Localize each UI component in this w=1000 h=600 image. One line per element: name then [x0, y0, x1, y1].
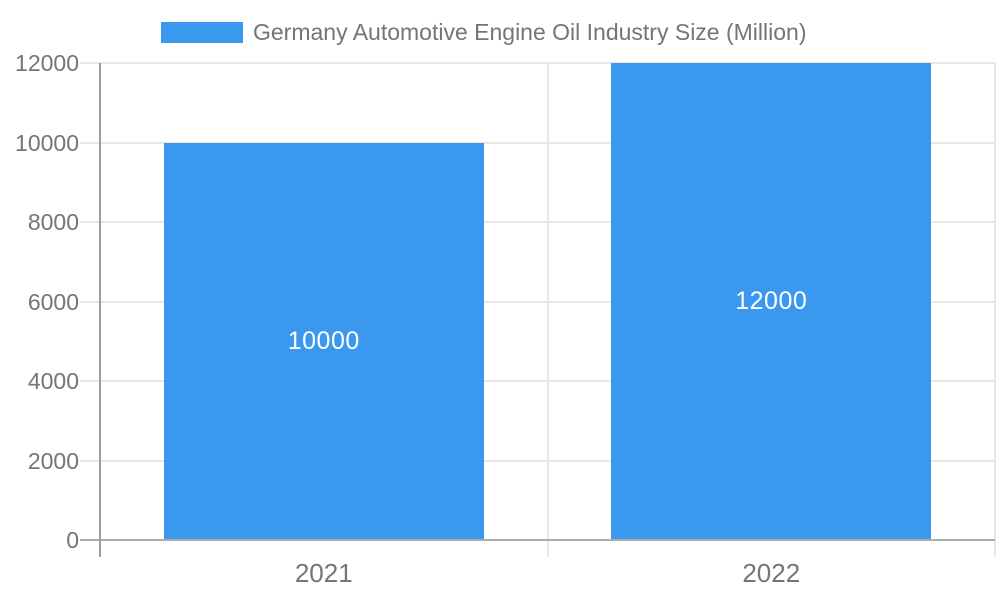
bar-value-label: 12000 — [735, 287, 808, 315]
gridline — [80, 300, 995, 303]
y-tick-label: 6000 — [27, 288, 79, 315]
y-tick-label: 4000 — [27, 368, 79, 394]
gridline — [80, 221, 995, 223]
category-boundary-line — [994, 63, 996, 557]
x-tick-label: 2022 — [742, 558, 801, 588]
plot-area: 10000 12000 — [80, 62, 996, 557]
y-tick-label: 0 — [66, 527, 79, 553]
y-axis-line — [99, 63, 101, 557]
bar-2021[interactable]: 10000 — [163, 142, 484, 540]
x-baseline — [80, 539, 995, 541]
bar-2022[interactable]: 12000 — [611, 63, 932, 540]
y-tick-label: 8000 — [27, 209, 79, 235]
y-tick-label: 10000 — [15, 129, 79, 156]
bar-value-label: 10000 — [287, 326, 360, 355]
category-boundary-line — [546, 63, 549, 557]
gridline — [80, 141, 995, 144]
y-tick-label: 12000 — [15, 50, 79, 76]
gridline — [80, 62, 995, 64]
legend-series-label: Germany Automotive Engine Oil Industry S… — [253, 19, 807, 45]
y-tick-label: 2000 — [27, 447, 79, 474]
gridline — [80, 380, 995, 382]
x-tick-label: 2021 — [294, 558, 353, 588]
chart-legend[interactable]: Germany Automotive Engine Oil Industry S… — [161, 19, 807, 45]
legend-swatch — [161, 22, 243, 43]
gridline — [80, 459, 995, 462]
